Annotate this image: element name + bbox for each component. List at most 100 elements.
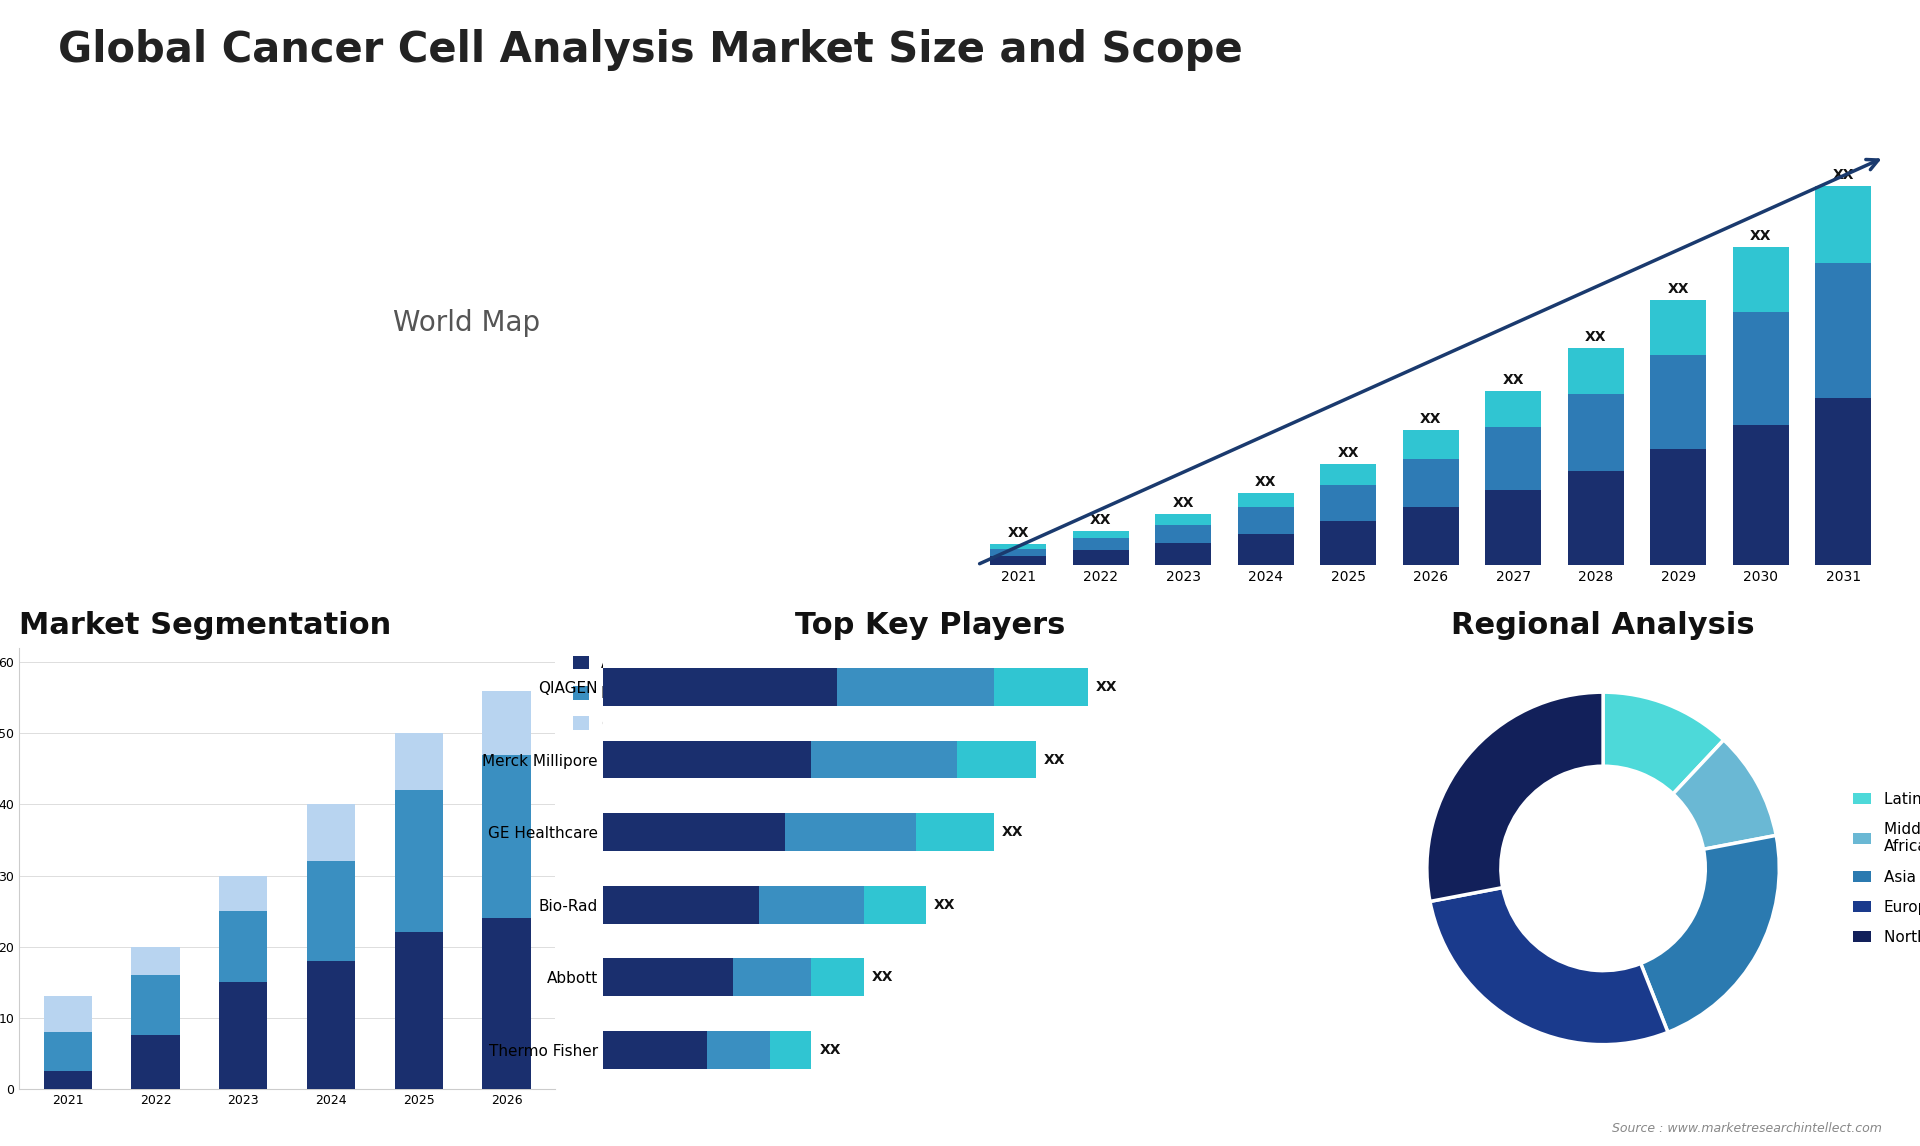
Bar bbox=[1073, 550, 1129, 565]
Circle shape bbox=[1501, 767, 1705, 971]
Legend: Latin America, Middle East &
Africa, Asia Pacific, Europe, North America: Latin America, Middle East & Africa, Asi… bbox=[1853, 792, 1920, 945]
Text: XX: XX bbox=[1338, 446, 1359, 460]
Bar bbox=[44, 1070, 92, 1089]
Bar bbox=[603, 814, 785, 851]
Bar bbox=[396, 933, 444, 1089]
Bar bbox=[603, 886, 758, 924]
Bar bbox=[44, 996, 92, 1031]
Bar bbox=[812, 958, 864, 996]
Bar bbox=[1649, 355, 1707, 449]
Text: XX: XX bbox=[1503, 374, 1524, 387]
Bar bbox=[1321, 521, 1377, 565]
Bar bbox=[603, 668, 837, 706]
Wedge shape bbox=[1642, 835, 1780, 1033]
Bar bbox=[837, 668, 995, 706]
Bar bbox=[1238, 534, 1294, 565]
Wedge shape bbox=[1672, 740, 1776, 849]
Legend: Application, Product, Geography: Application, Product, Geography bbox=[574, 656, 687, 731]
Text: XX: XX bbox=[1002, 825, 1023, 839]
Bar bbox=[785, 814, 916, 851]
Bar bbox=[1649, 449, 1707, 565]
Wedge shape bbox=[1430, 887, 1668, 1045]
Bar bbox=[733, 958, 812, 996]
Bar bbox=[864, 886, 925, 924]
Bar bbox=[1238, 507, 1294, 534]
Bar bbox=[1484, 490, 1542, 565]
Wedge shape bbox=[1427, 692, 1603, 902]
Bar bbox=[770, 1031, 812, 1069]
Text: Source : www.marketresearchintellect.com: Source : www.marketresearchintellect.com bbox=[1611, 1122, 1882, 1135]
Bar bbox=[131, 947, 180, 975]
Bar bbox=[707, 1031, 770, 1069]
Bar bbox=[1073, 531, 1129, 539]
Bar bbox=[1732, 425, 1789, 565]
Bar bbox=[603, 1031, 707, 1069]
Bar bbox=[1404, 430, 1459, 458]
Bar bbox=[991, 556, 1046, 565]
Text: XX: XX bbox=[1044, 753, 1066, 767]
Text: XX: XX bbox=[820, 1043, 841, 1057]
Bar bbox=[396, 791, 444, 933]
Bar bbox=[1484, 427, 1542, 490]
Bar bbox=[1814, 264, 1872, 399]
Bar bbox=[482, 691, 530, 755]
Text: XX: XX bbox=[1008, 526, 1029, 540]
Bar bbox=[1321, 464, 1377, 485]
Bar bbox=[1238, 493, 1294, 507]
Bar bbox=[1321, 485, 1377, 521]
Text: Market Segmentation: Market Segmentation bbox=[19, 611, 392, 641]
Text: XX: XX bbox=[933, 897, 956, 912]
Bar bbox=[1156, 525, 1212, 543]
Bar bbox=[603, 740, 812, 778]
Bar bbox=[307, 960, 355, 1089]
Bar bbox=[219, 876, 267, 911]
Bar bbox=[219, 911, 267, 982]
Bar bbox=[1814, 187, 1872, 264]
Bar bbox=[758, 886, 864, 924]
Text: XX: XX bbox=[1256, 474, 1277, 488]
Bar bbox=[958, 740, 1035, 778]
Text: XX: XX bbox=[1584, 330, 1607, 344]
Bar bbox=[1732, 246, 1789, 312]
Text: XX: XX bbox=[1421, 411, 1442, 426]
Bar bbox=[1404, 458, 1459, 507]
Bar bbox=[995, 668, 1089, 706]
Bar bbox=[1484, 391, 1542, 427]
Bar bbox=[916, 814, 995, 851]
Text: XX: XX bbox=[1749, 229, 1772, 243]
Title: Regional Analysis: Regional Analysis bbox=[1452, 611, 1755, 641]
Bar bbox=[131, 1035, 180, 1089]
Bar bbox=[482, 918, 530, 1089]
Text: XX: XX bbox=[1667, 282, 1690, 296]
Bar bbox=[991, 549, 1046, 556]
Bar bbox=[44, 1031, 92, 1070]
Bar bbox=[482, 755, 530, 918]
Bar bbox=[1073, 539, 1129, 550]
Bar bbox=[1814, 399, 1872, 565]
Bar bbox=[1156, 515, 1212, 525]
Wedge shape bbox=[1603, 692, 1724, 794]
Bar bbox=[219, 982, 267, 1089]
Bar bbox=[991, 544, 1046, 549]
Text: World Map: World Map bbox=[394, 308, 541, 337]
Bar bbox=[396, 733, 444, 791]
Text: Global Cancer Cell Analysis Market Size and Scope: Global Cancer Cell Analysis Market Size … bbox=[58, 29, 1242, 71]
Bar bbox=[812, 740, 958, 778]
Bar bbox=[1404, 507, 1459, 565]
Bar bbox=[131, 975, 180, 1035]
Bar bbox=[307, 804, 355, 862]
Text: XX: XX bbox=[1091, 513, 1112, 527]
Title: Top Key Players: Top Key Players bbox=[795, 611, 1066, 641]
Text: XX: XX bbox=[1173, 496, 1194, 510]
Text: XX: XX bbox=[872, 971, 893, 984]
Bar bbox=[1156, 543, 1212, 565]
Bar bbox=[1567, 347, 1624, 393]
Bar bbox=[1567, 471, 1624, 565]
Bar bbox=[1649, 299, 1707, 355]
Bar bbox=[603, 958, 733, 996]
Text: XX: XX bbox=[1096, 680, 1117, 694]
Bar bbox=[307, 862, 355, 960]
Bar bbox=[1567, 393, 1624, 471]
Bar bbox=[1732, 312, 1789, 425]
Text: XX: XX bbox=[1832, 168, 1855, 182]
